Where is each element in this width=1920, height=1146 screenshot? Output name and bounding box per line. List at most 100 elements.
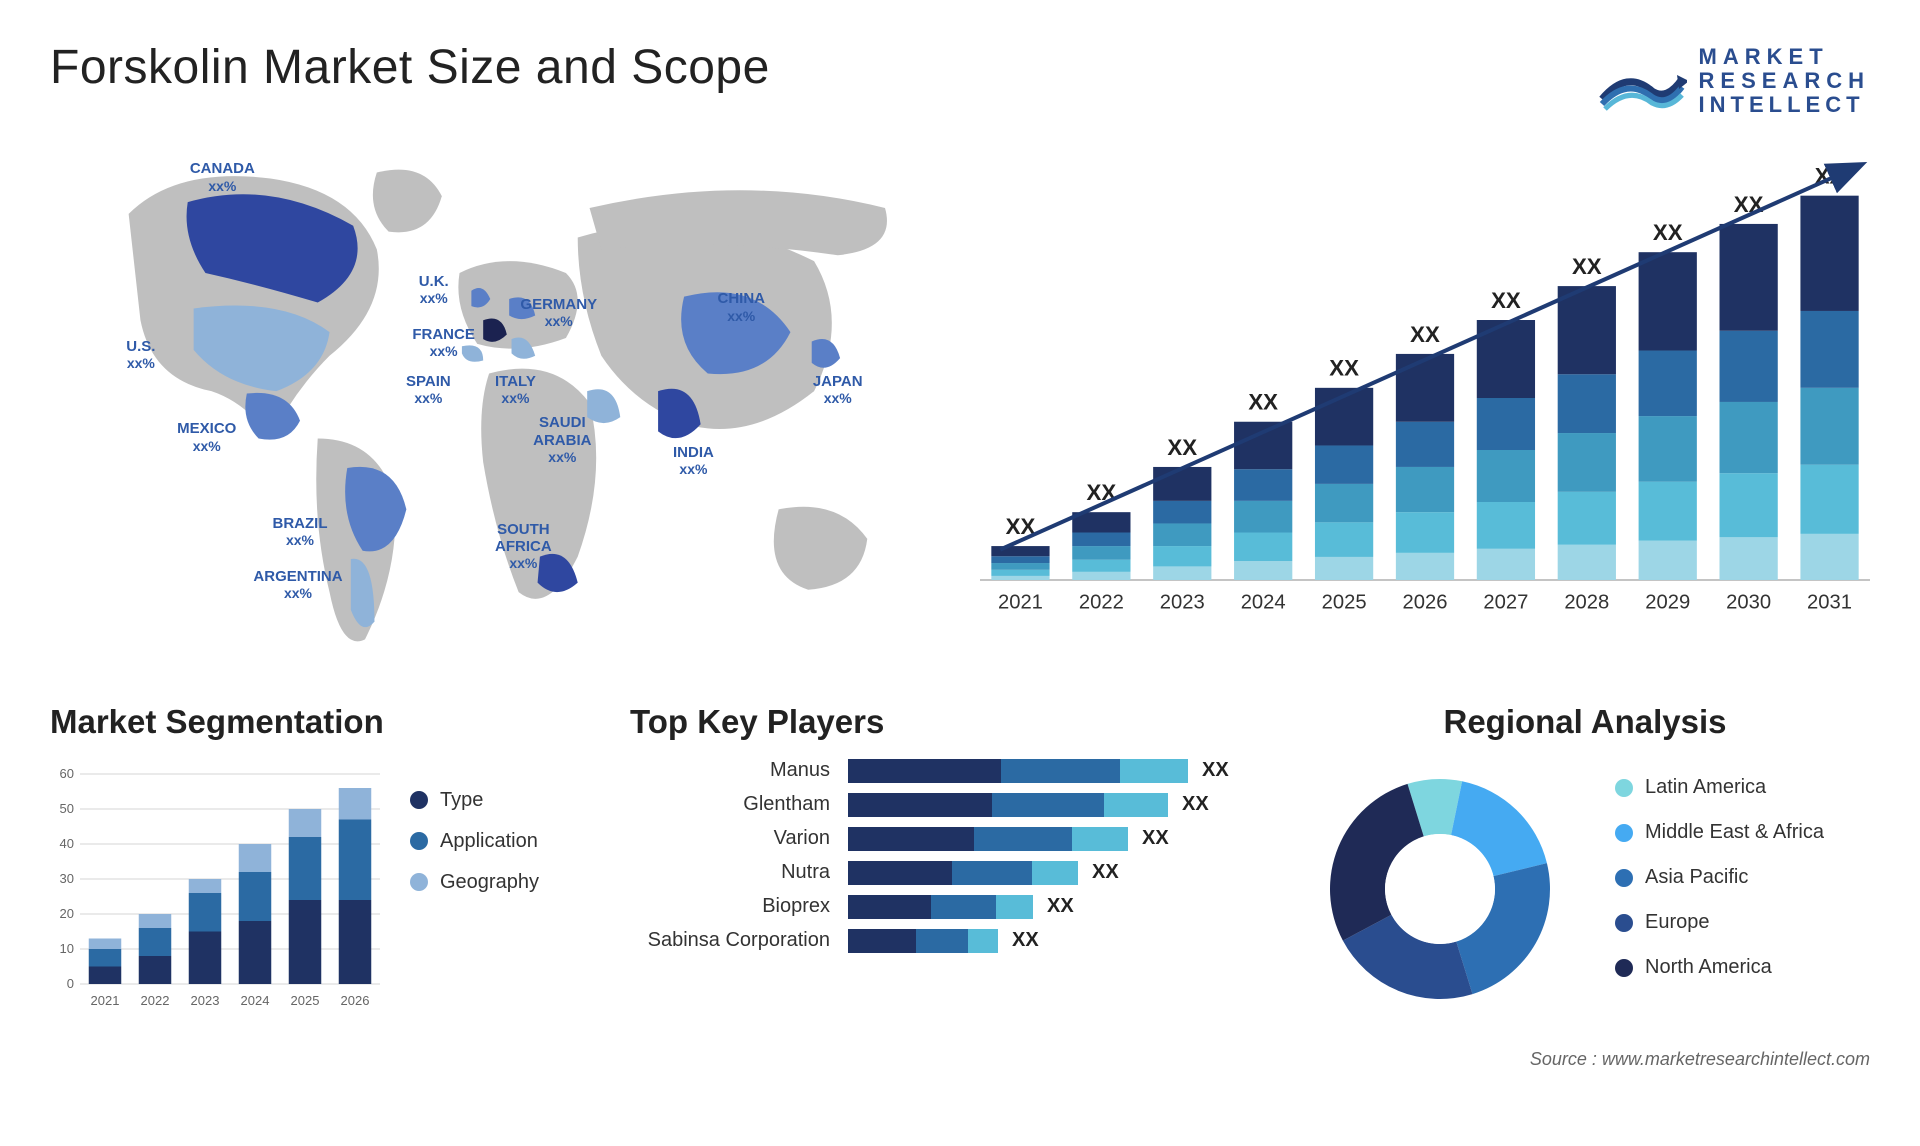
key-player-value: XX xyxy=(1092,861,1119,884)
svg-text:2027: 2027 xyxy=(1483,591,1528,613)
logo-text: MARKET RESEARCH INTELLECT xyxy=(1699,45,1870,118)
key-player-name: Sabinsa Corporation xyxy=(630,929,830,952)
svg-text:2031: 2031 xyxy=(1807,591,1852,613)
svg-text:XX: XX xyxy=(1248,389,1278,414)
svg-text:0: 0 xyxy=(67,976,74,991)
segmentation-title: Market Segmentation xyxy=(50,703,580,741)
map-label: FRANCExx% xyxy=(412,326,475,359)
svg-text:2025: 2025 xyxy=(291,993,320,1008)
svg-text:2030: 2030 xyxy=(1726,591,1771,613)
svg-text:2024: 2024 xyxy=(1241,591,1286,613)
map-label: U.K.xx% xyxy=(419,273,449,306)
legend-item: North America xyxy=(1615,956,1824,979)
segmentation-legend: Type Application Geography xyxy=(410,789,539,912)
key-player-row: Glentham XX xyxy=(630,793,1250,817)
svg-text:60: 60 xyxy=(60,766,74,781)
logo-icon xyxy=(1597,49,1687,114)
legend-item: Europe xyxy=(1615,911,1824,934)
key-player-bar xyxy=(848,759,1188,783)
source-label: Source : www.marketresearchintellect.com xyxy=(50,1049,1870,1070)
key-player-row: Bioprex XX xyxy=(630,895,1250,919)
svg-text:2025: 2025 xyxy=(1322,591,1367,613)
forecast-chart: XX 2021 XX 2022 XX 2023 XX 2024 XX 2025 XX 2026 XX 20… xyxy=(980,143,1870,663)
svg-text:XX: XX xyxy=(1653,220,1683,245)
map-label: JAPANxx% xyxy=(813,373,863,406)
top-row: CANADAxx% U.S.xx% MEXICOxx% BRAZILxx% ARGENT… xyxy=(50,143,1870,663)
key-player-bar xyxy=(848,861,1078,885)
svg-text:50: 50 xyxy=(60,801,74,816)
key-player-row: Manus XX xyxy=(630,759,1250,783)
key-player-bar xyxy=(848,827,1128,851)
key-player-value: XX xyxy=(1047,895,1074,918)
map-label: U.S.xx% xyxy=(126,338,155,371)
bottom-row: Market Segmentation 0 10 20 30 40 50 60 2021 202… xyxy=(50,703,1870,1019)
svg-text:2026: 2026 xyxy=(1403,591,1448,613)
key-player-row: Sabinsa Corporation XX xyxy=(630,929,1250,953)
svg-text:XX: XX xyxy=(1491,287,1521,312)
svg-text:30: 30 xyxy=(60,871,74,886)
svg-text:20: 20 xyxy=(60,906,74,921)
key-player-value: XX xyxy=(1012,929,1039,952)
svg-text:XX: XX xyxy=(1572,254,1602,279)
regional-donut xyxy=(1300,759,1580,1019)
svg-text:2023: 2023 xyxy=(191,993,220,1008)
legend-item: Latin America xyxy=(1615,776,1824,799)
svg-text:2022: 2022 xyxy=(1079,591,1124,613)
regional-panel: Regional Analysis Latin America Middle Ea… xyxy=(1300,703,1870,1019)
svg-text:2023: 2023 xyxy=(1160,591,1205,613)
map-label: CANADAxx% xyxy=(190,160,255,193)
world-map-panel: CANADAxx% U.S.xx% MEXICOxx% BRAZILxx% ARGENT… xyxy=(50,143,940,663)
key-player-name: Glentham xyxy=(630,793,830,816)
map-label: MEXICOxx% xyxy=(177,420,236,453)
legend-item: Type xyxy=(410,789,539,812)
key-players-chart: Manus XX Glentham XX Varion XX Nutra XX … xyxy=(630,759,1250,953)
map-label: BRAZILxx% xyxy=(273,515,328,548)
regional-legend: Latin America Middle East & Africa Asia Pa… xyxy=(1615,776,1824,1001)
segmentation-chart: 0 10 20 30 40 50 60 2021 2022 2023 2024 2025 2026 xyxy=(50,759,380,1019)
header: Forskolin Market Size and Scope MARKET R… xyxy=(50,40,1870,118)
svg-text:2024: 2024 xyxy=(241,993,270,1008)
map-label: ITALYxx% xyxy=(495,373,536,406)
key-players-title: Top Key Players xyxy=(630,703,1250,741)
regional-title: Regional Analysis xyxy=(1300,703,1870,741)
key-player-name: Bioprex xyxy=(630,895,830,918)
svg-text:2029: 2029 xyxy=(1645,591,1690,613)
segmentation-panel: Market Segmentation 0 10 20 30 40 50 60 2021 202… xyxy=(50,703,580,1019)
svg-text:2021: 2021 xyxy=(998,591,1043,613)
key-player-bar xyxy=(848,793,1168,817)
map-label: SAUDIARABIAxx% xyxy=(533,414,591,465)
svg-text:2021: 2021 xyxy=(91,993,120,1008)
key-player-value: XX xyxy=(1142,827,1169,850)
key-player-value: XX xyxy=(1202,759,1229,782)
key-player-row: Nutra XX xyxy=(630,861,1250,885)
key-players-panel: Top Key Players Manus XX Glentham XX Var… xyxy=(630,703,1250,963)
svg-text:10: 10 xyxy=(60,941,74,956)
map-label: INDIAxx% xyxy=(673,444,714,477)
svg-text:2026: 2026 xyxy=(341,993,370,1008)
forecast-panel: XX 2021 XX 2022 XX 2023 XX 2024 XX 2025 XX 2026 XX 20… xyxy=(980,143,1870,663)
legend-item: Geography xyxy=(410,871,539,894)
svg-text:2022: 2022 xyxy=(141,993,170,1008)
map-label: SOUTHAFRICAxx% xyxy=(495,521,552,572)
svg-text:2028: 2028 xyxy=(1564,591,1609,613)
page-title: Forskolin Market Size and Scope xyxy=(50,40,770,95)
svg-text:XX: XX xyxy=(1329,355,1359,380)
svg-text:XX: XX xyxy=(1167,434,1197,459)
svg-text:XX: XX xyxy=(1410,321,1440,346)
map-label: CHINAxx% xyxy=(718,290,766,323)
key-player-value: XX xyxy=(1182,793,1209,816)
legend-item: Asia Pacific xyxy=(1615,866,1824,889)
map-label: ARGENTINAxx% xyxy=(253,568,342,601)
key-player-name: Manus xyxy=(630,759,830,782)
key-player-name: Nutra xyxy=(630,861,830,884)
brand-logo: MARKET RESEARCH INTELLECT xyxy=(1597,45,1870,118)
map-label: SPAINxx% xyxy=(406,373,451,406)
key-player-row: Varion XX xyxy=(630,827,1250,851)
legend-item: Middle East & Africa xyxy=(1615,821,1824,844)
map-label: GERMANYxx% xyxy=(520,296,597,329)
key-player-name: Varion xyxy=(630,827,830,850)
key-player-bar xyxy=(848,895,1033,919)
legend-item: Application xyxy=(410,830,539,853)
key-player-bar xyxy=(848,929,998,953)
svg-text:40: 40 xyxy=(60,836,74,851)
